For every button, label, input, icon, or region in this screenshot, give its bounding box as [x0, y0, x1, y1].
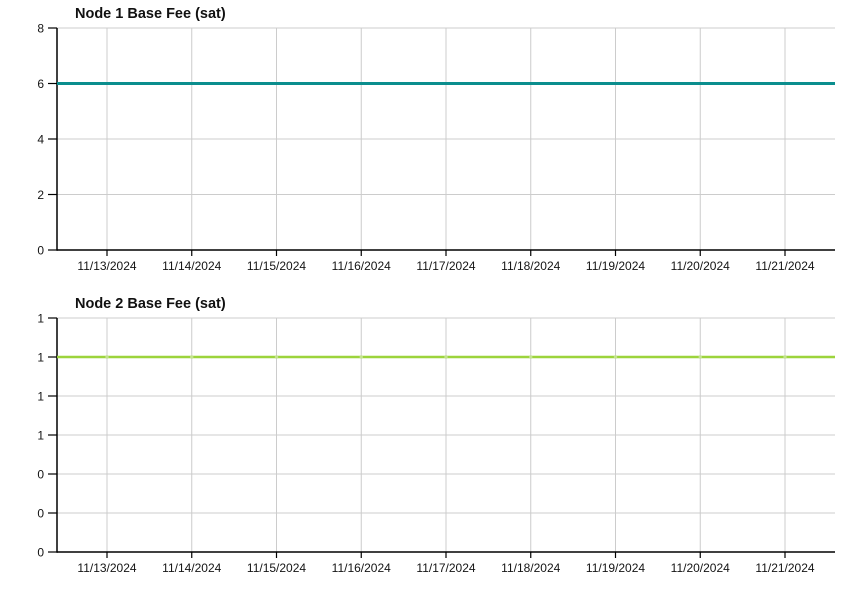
chart-node-1-base-fee: Node 1 Base Fee (sat) 0 2 4 6 8 11/13/2024 11/…: [0, 0, 860, 290]
chart-title: Node 2 Base Fee (sat): [75, 296, 226, 312]
y-tick-label: 6: [37, 77, 44, 91]
x-tick-label: 11/20/2024: [671, 259, 730, 273]
x-tick-label: 11/21/2024: [755, 561, 814, 575]
chart-plot: 0 2 4 6 8 11/13/2024 11/14/2024 11/15/2024 11/16…: [37, 22, 835, 273]
gridlines: [57, 317, 835, 552]
y-axis-ticks: 0 2 4 6 8: [37, 22, 57, 258]
y-tick-label: 1: [37, 312, 44, 326]
y-tick-label: 8: [37, 22, 44, 36]
x-tick-label: 11/15/2024: [247, 259, 306, 273]
x-tick-label: 11/16/2024: [332, 259, 391, 273]
y-tick-label: 1: [37, 390, 44, 404]
y-tick-label: 0: [37, 468, 44, 482]
series-marker: [613, 355, 618, 359]
x-tick-label: 11/18/2024: [501, 259, 560, 273]
x-axis-ticks: 11/13/2024 11/14/2024 11/15/2024 11/16/2024…: [77, 250, 815, 273]
x-tick-label: 11/14/2024: [162, 561, 221, 575]
chart-node-2-base-fee: Node 2 Base Fee (sat) 0 0 0 1 1 1 1 11/13/2024 1…: [0, 290, 860, 600]
x-tick-label: 11/13/2024: [77, 561, 136, 575]
y-tick-label: 1: [37, 351, 44, 365]
series-marker: [783, 355, 787, 359]
x-tick-label: 11/17/2024: [416, 259, 475, 273]
y-tick-label: 0: [37, 546, 44, 560]
series-marker: [190, 355, 194, 359]
x-tick-label: 11/21/2024: [755, 259, 814, 273]
x-tick-label: 11/16/2024: [332, 561, 391, 575]
x-tick-label: 11/13/2024: [77, 259, 136, 273]
y-tick-label: 1: [37, 429, 44, 443]
chart-title: Node 1 Base Fee (sat): [75, 6, 226, 22]
series-lines: [57, 355, 835, 359]
y-axis-ticks: 0 0 0 1 1 1 1: [37, 312, 57, 560]
gridlines: [57, 27, 835, 250]
series-marker: [359, 355, 363, 359]
y-tick-label: 0: [37, 244, 44, 258]
x-tick-label: 11/18/2024: [501, 561, 560, 575]
series-marker: [105, 355, 109, 359]
y-tick-label: 0: [37, 507, 44, 521]
y-tick-label: 2: [37, 188, 44, 202]
series-marker: [698, 355, 702, 359]
series-marker: [529, 355, 533, 359]
x-tick-label: 11/19/2024: [586, 561, 645, 575]
x-tick-label: 11/19/2024: [586, 259, 645, 273]
x-tick-label: 11/17/2024: [416, 561, 475, 575]
x-tick-label: 11/20/2024: [671, 561, 730, 575]
x-tick-label: 11/15/2024: [247, 561, 306, 575]
x-axis-ticks: 11/13/2024 11/14/2024 11/15/2024 11/16/2024…: [77, 552, 815, 575]
y-tick-label: 4: [37, 133, 44, 147]
x-tick-label: 11/14/2024: [162, 259, 221, 273]
series-marker: [444, 355, 448, 359]
series-marker: [274, 355, 279, 359]
